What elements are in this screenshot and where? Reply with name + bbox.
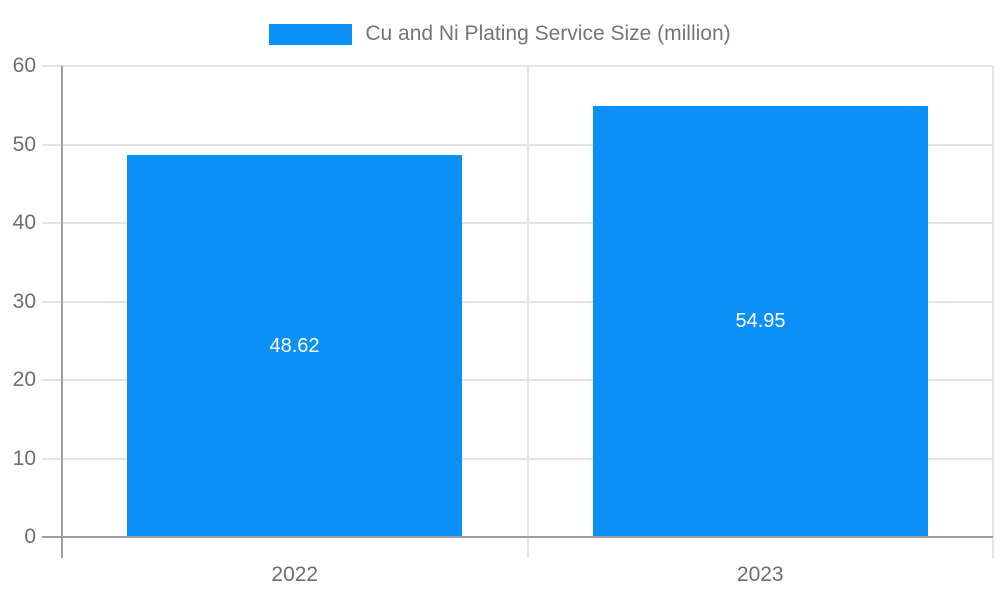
y-axis-label: 50 [12, 132, 36, 156]
x-boundary-line [526, 66, 529, 558]
y-tick [42, 65, 62, 67]
y-axis-label: 20 [12, 368, 36, 391]
bar-value-label: 48.62 [269, 335, 320, 357]
y-tick [42, 300, 62, 303]
x-axis-label-2022: 2022 [271, 563, 319, 586]
y-axis-label: 10 [12, 446, 36, 470]
y-tick [42, 457, 62, 460]
legend-label: Cu and Ni Plating Service Size (million) [365, 22, 731, 45]
legend-item[interactable]: Cu and Ni Plating Service Size (million) [269, 22, 731, 46]
bar-value-label: 54.95 [735, 310, 786, 332]
y-axis-label: 0 [24, 525, 36, 548]
y-tick [42, 222, 62, 224]
y-tick [42, 379, 62, 381]
x-axis-label-2023: 2023 [736, 563, 784, 586]
y-tick [42, 143, 62, 146]
bar-2022[interactable] [127, 155, 462, 537]
bar-2023[interactable] [593, 106, 928, 537]
legend-swatch [269, 23, 353, 45]
y-axis-label: 40 [12, 211, 36, 234]
legend: Cu and Ni Plating Service Size (million) [0, 22, 1000, 46]
x-axis-line [42, 536, 993, 538]
x-boundary-line [992, 66, 994, 558]
y-axis-label: 60 [12, 54, 36, 77]
y-axis-line [61, 66, 63, 558]
y-axis-label: 30 [12, 289, 36, 313]
